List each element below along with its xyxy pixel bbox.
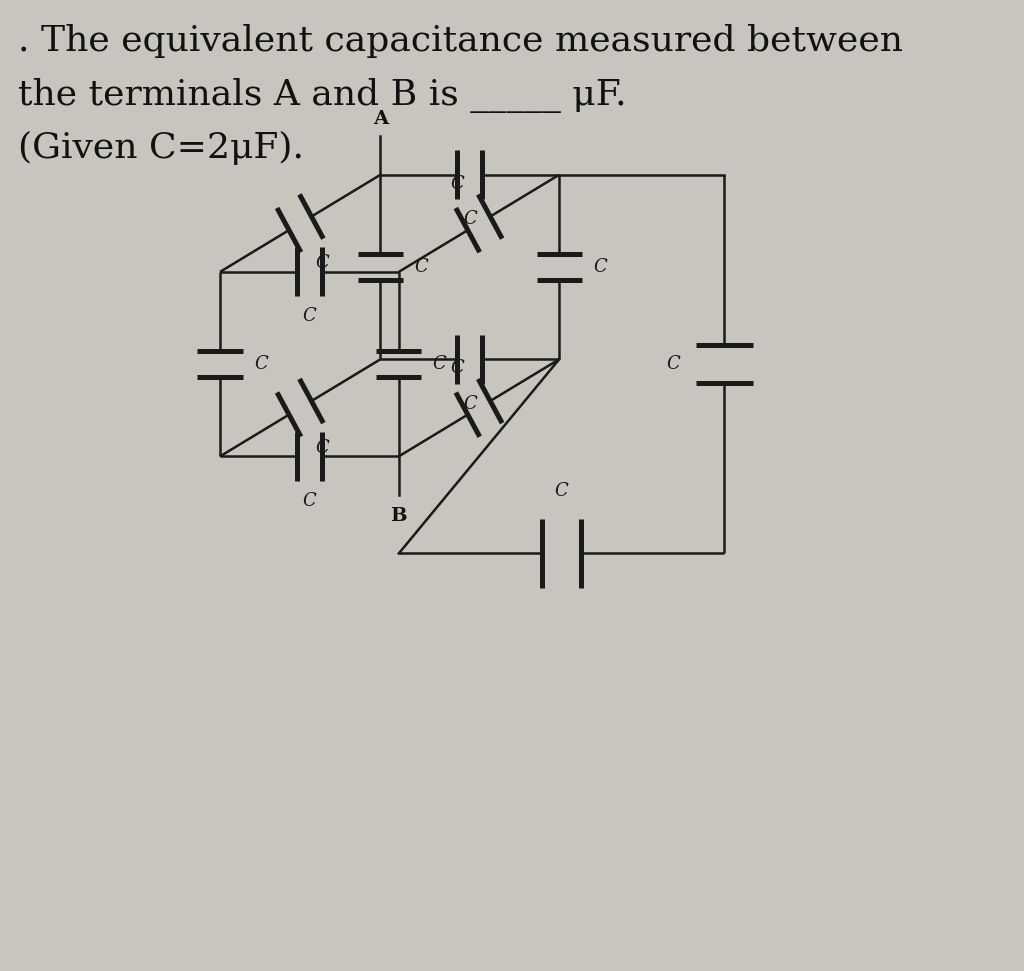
Text: C: C: [666, 355, 680, 373]
Text: C: C: [463, 394, 477, 413]
Text: C: C: [593, 258, 607, 276]
Text: C: C: [451, 175, 465, 192]
Text: the terminals A and B is _____ μF.: the terminals A and B is _____ μF.: [18, 78, 627, 113]
Text: B: B: [390, 507, 408, 525]
Text: C: C: [463, 210, 477, 228]
Text: C: C: [254, 355, 267, 373]
Text: C: C: [314, 439, 329, 456]
Text: C: C: [302, 491, 316, 510]
Text: C: C: [302, 307, 316, 325]
Text: A: A: [373, 110, 388, 128]
Text: C: C: [555, 483, 568, 500]
Text: C: C: [415, 258, 428, 276]
Text: (Given C=2μF).: (Given C=2μF).: [18, 131, 304, 165]
Text: . The equivalent capacitance measured between: . The equivalent capacitance measured be…: [18, 24, 903, 58]
Text: C: C: [314, 254, 329, 272]
Text: C: C: [433, 355, 446, 373]
Text: C: C: [451, 359, 465, 377]
